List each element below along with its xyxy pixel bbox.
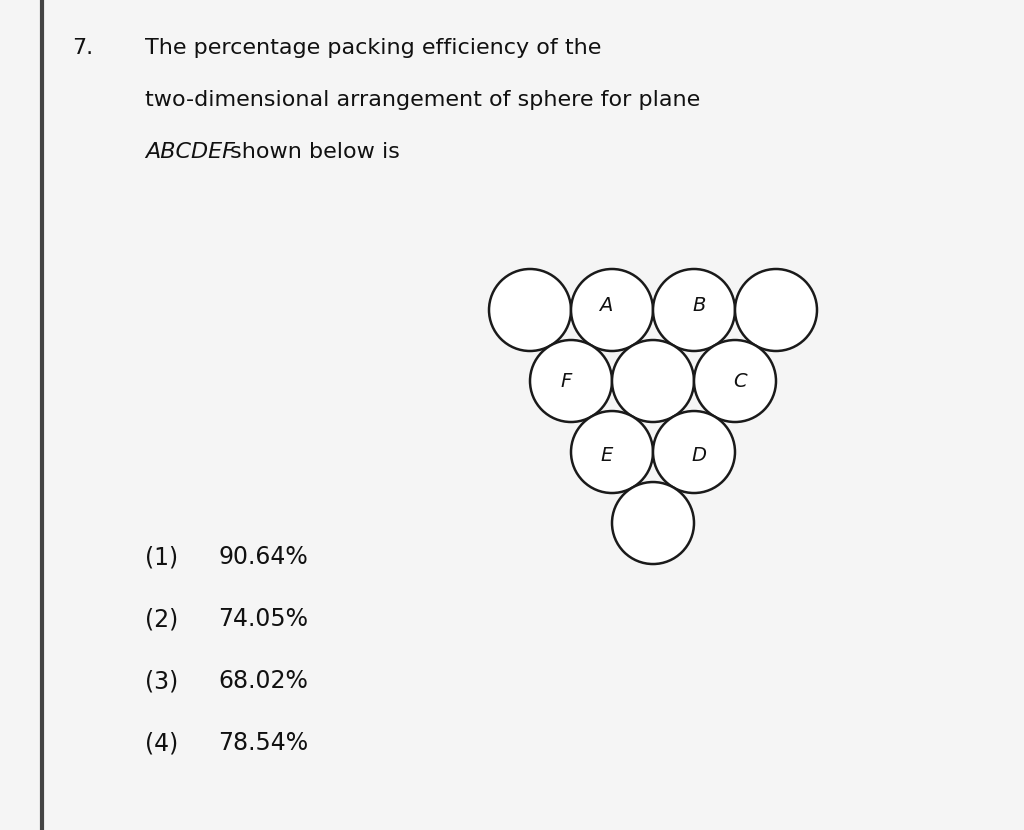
Text: 90.64%: 90.64%	[218, 545, 308, 569]
Circle shape	[530, 340, 612, 422]
Text: 7.: 7.	[72, 38, 93, 58]
Circle shape	[571, 269, 653, 351]
Circle shape	[612, 340, 694, 422]
Text: (4): (4)	[145, 731, 178, 755]
Circle shape	[489, 269, 571, 351]
Text: (2): (2)	[145, 607, 178, 631]
Circle shape	[694, 340, 776, 422]
Text: 78.54%: 78.54%	[218, 731, 308, 755]
Circle shape	[735, 269, 817, 351]
Text: C: C	[733, 372, 746, 390]
Text: F: F	[560, 372, 571, 390]
Text: 68.02%: 68.02%	[218, 669, 308, 693]
Text: E: E	[601, 446, 613, 465]
Text: (1): (1)	[145, 545, 178, 569]
Text: A: A	[599, 295, 612, 315]
Text: two-dimensional arrangement of sphere for plane: two-dimensional arrangement of sphere fo…	[145, 90, 700, 110]
Text: 74.05%: 74.05%	[218, 607, 308, 631]
Circle shape	[653, 411, 735, 493]
Text: (3): (3)	[145, 669, 178, 693]
Text: D: D	[691, 446, 707, 465]
Circle shape	[653, 269, 735, 351]
Text: The percentage packing efficiency of the: The percentage packing efficiency of the	[145, 38, 601, 58]
Circle shape	[612, 482, 694, 564]
Circle shape	[571, 411, 653, 493]
Text: ABCDEF: ABCDEF	[145, 142, 234, 162]
Text: B: B	[692, 295, 706, 315]
Text: shown below is: shown below is	[223, 142, 400, 162]
